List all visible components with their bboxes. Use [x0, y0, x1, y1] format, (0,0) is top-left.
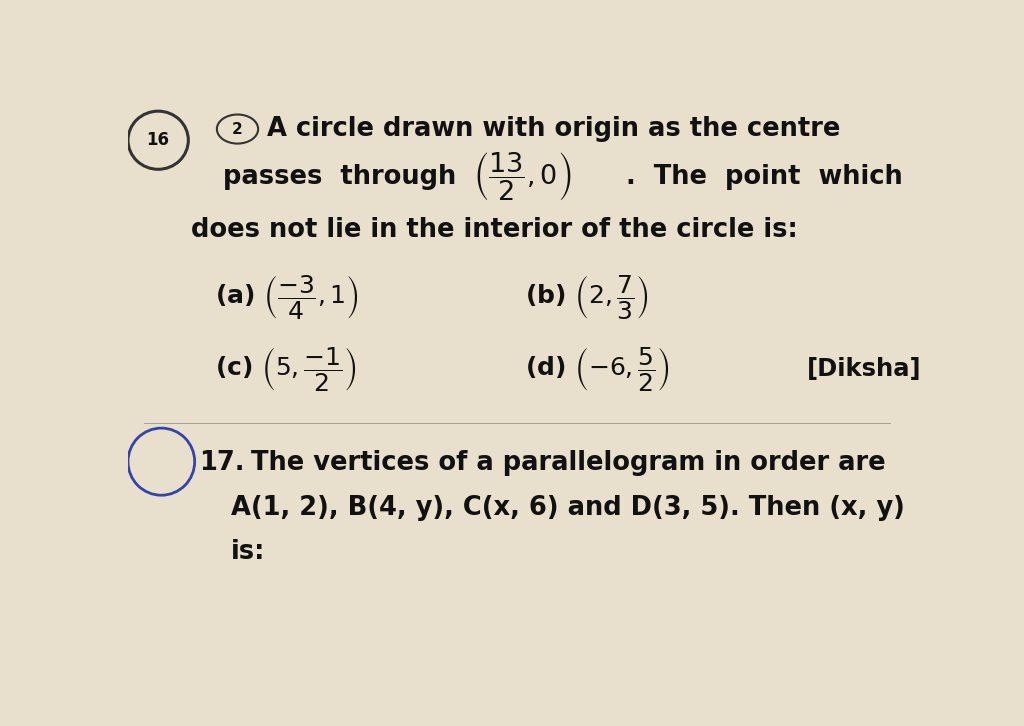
- Text: does not lie in the interior of the circle is:: does not lie in the interior of the circ…: [191, 216, 799, 242]
- Text: passes  through: passes through: [223, 163, 457, 189]
- Text: A(1, 2), B(4, y), C(x, 6) and D(3, 5). Then (x, y): A(1, 2), B(4, y), C(x, 6) and D(3, 5). T…: [231, 494, 905, 521]
- Text: .  The  point  which: . The point which: [627, 163, 903, 189]
- Text: (a) $\left(\dfrac{-3}{4},1\right)$: (a) $\left(\dfrac{-3}{4},1\right)$: [215, 273, 359, 321]
- Text: (d) $\left(-6,\dfrac{5}{2}\right)$: (d) $\left(-6,\dfrac{5}{2}\right)$: [524, 346, 670, 393]
- Text: [Diksha]: [Diksha]: [807, 357, 922, 381]
- Text: (c) $\left(5,\dfrac{-1}{2}\right)$: (c) $\left(5,\dfrac{-1}{2}\right)$: [215, 346, 357, 393]
- Text: 17.: 17.: [200, 450, 245, 476]
- Text: The vertices of a parallelogram in order are: The vertices of a parallelogram in order…: [251, 450, 886, 476]
- Text: $\left(\dfrac{13}{2},0\right)$: $\left(\dfrac{13}{2},0\right)$: [473, 150, 571, 203]
- Text: 16: 16: [146, 131, 170, 150]
- Text: is:: is:: [231, 539, 265, 566]
- Text: (b) $\left(2,\dfrac{7}{3}\right)$: (b) $\left(2,\dfrac{7}{3}\right)$: [524, 273, 649, 321]
- Text: A circle drawn with origin as the centre: A circle drawn with origin as the centre: [267, 116, 841, 142]
- Text: 2: 2: [232, 121, 243, 136]
